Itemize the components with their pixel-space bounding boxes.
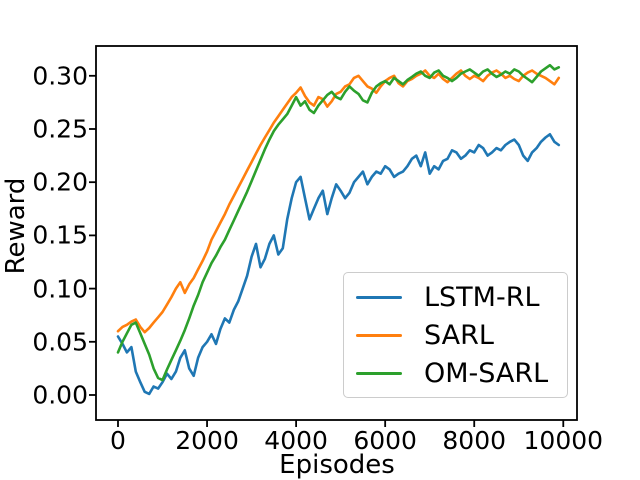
- y-tick-label: 0.20: [32, 167, 88, 197]
- axes-frame: [95, 45, 578, 421]
- series-line-sarl: [116, 69, 561, 334]
- series-line-lstm-rl: [116, 133, 561, 396]
- legend-entry-om-sarl: OM-SARL: [356, 360, 555, 387]
- legend-label-om-sarl: OM-SARL: [424, 357, 549, 389]
- legend-line-sample-sarl-icon: [356, 333, 402, 337]
- y-tick-label: 0.15: [32, 220, 88, 250]
- x-axis-label: Episodes: [279, 450, 395, 480]
- legend-line-sample-lstm-rl-icon: [356, 295, 402, 299]
- x-tick-label: 2000: [175, 426, 239, 455]
- legend-entry-lstm-rl: LSTM-RL: [356, 284, 555, 311]
- legend-entry-sarl: SARL: [356, 322, 555, 349]
- x-tick-label: 6000: [353, 426, 417, 455]
- y-tick-label: 0.30: [32, 61, 88, 91]
- x-tick-label: 8000: [442, 426, 507, 455]
- y-tick-label: 0.10: [32, 274, 88, 304]
- y-tick-label: 0.00: [32, 380, 88, 410]
- legend: LSTM-RL SARL OM-SARL: [343, 272, 568, 398]
- legend-label-lstm-rl: LSTM-RL: [424, 281, 540, 313]
- x-tick-label: 0: [110, 426, 126, 455]
- legend-label-sarl: SARL: [424, 319, 494, 351]
- x-tick-label: 4000: [264, 426, 328, 455]
- y-tick-label: 0.25: [32, 114, 88, 144]
- y-tick-label: 0.05: [32, 327, 88, 357]
- y-axis-label: Reward: [1, 177, 31, 275]
- series-line-om-sarl: [116, 63, 561, 382]
- legend-line-sample-om-sarl-icon: [356, 371, 402, 375]
- x-tick-label: 10000: [523, 426, 604, 455]
